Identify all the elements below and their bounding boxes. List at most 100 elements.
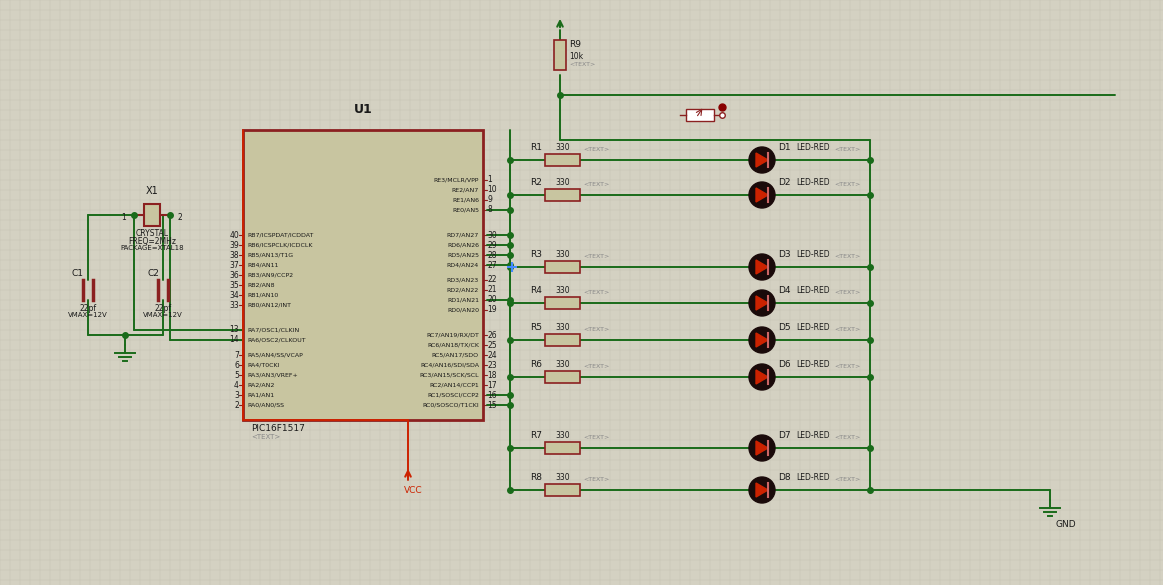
Text: RB1/AN10: RB1/AN10 bbox=[247, 292, 278, 298]
Text: R9: R9 bbox=[569, 40, 582, 49]
Text: LED-RED: LED-RED bbox=[795, 473, 829, 482]
Text: D8: D8 bbox=[778, 473, 791, 482]
Bar bbox=[545, 484, 580, 496]
Text: D1: D1 bbox=[778, 143, 791, 152]
Text: <TEXT>: <TEXT> bbox=[583, 477, 609, 482]
Text: <TEXT>: <TEXT> bbox=[583, 364, 609, 369]
Text: RC0/SOSCO/T1CKI: RC0/SOSCO/T1CKI bbox=[422, 402, 479, 408]
Text: RA4/T0CKI: RA4/T0CKI bbox=[247, 363, 279, 367]
Text: VMAX=12V: VMAX=12V bbox=[69, 312, 108, 318]
Text: R2: R2 bbox=[530, 178, 542, 187]
Bar bbox=[545, 297, 580, 309]
Text: R7: R7 bbox=[530, 431, 542, 440]
Text: 330: 330 bbox=[555, 143, 570, 152]
Text: <TEXT>: <TEXT> bbox=[583, 147, 609, 152]
Text: R3: R3 bbox=[530, 250, 542, 259]
Circle shape bbox=[749, 254, 775, 280]
Bar bbox=[545, 334, 580, 346]
Bar bbox=[545, 261, 580, 273]
Text: 22: 22 bbox=[487, 276, 497, 284]
Text: RC4/AN16/SDI/SDA: RC4/AN16/SDI/SDA bbox=[420, 363, 479, 367]
Text: 5: 5 bbox=[234, 370, 240, 380]
Text: <TEXT>: <TEXT> bbox=[834, 254, 861, 259]
Text: <TEXT>: <TEXT> bbox=[583, 290, 609, 295]
Text: 330: 330 bbox=[555, 250, 570, 259]
Polygon shape bbox=[756, 483, 768, 497]
Text: R4: R4 bbox=[530, 286, 542, 295]
Text: RD0/AN20: RD0/AN20 bbox=[447, 308, 479, 312]
Text: RB6/ICSPCLK/ICDCLK: RB6/ICSPCLK/ICDCLK bbox=[247, 243, 313, 247]
Text: RD6/AN26: RD6/AN26 bbox=[447, 243, 479, 247]
Text: PACKAGE=XTAL18: PACKAGE=XTAL18 bbox=[120, 245, 184, 251]
Polygon shape bbox=[756, 153, 768, 167]
Text: 18: 18 bbox=[487, 370, 497, 380]
Text: RB7/ICSPDAT/ICDDAT: RB7/ICSPDAT/ICDDAT bbox=[247, 232, 313, 238]
Text: <TEXT>: <TEXT> bbox=[834, 147, 861, 152]
Bar bbox=[243, 130, 483, 420]
Text: LED-RED: LED-RED bbox=[795, 250, 829, 259]
Text: 3: 3 bbox=[234, 391, 240, 400]
Text: 37: 37 bbox=[229, 260, 240, 270]
Text: 26: 26 bbox=[487, 331, 497, 339]
Text: C1: C1 bbox=[72, 269, 84, 278]
Text: 330: 330 bbox=[555, 360, 570, 369]
Circle shape bbox=[749, 327, 775, 353]
Text: VMAX=12V: VMAX=12V bbox=[143, 312, 183, 318]
Text: <TEXT>: <TEXT> bbox=[583, 182, 609, 187]
Bar bbox=[545, 154, 580, 166]
Text: LED-RED: LED-RED bbox=[795, 431, 829, 440]
Text: <TEXT>: <TEXT> bbox=[583, 327, 609, 332]
Text: 1: 1 bbox=[121, 214, 126, 222]
Circle shape bbox=[749, 364, 775, 390]
Text: RD1/AN21: RD1/AN21 bbox=[447, 298, 479, 302]
Text: X1: X1 bbox=[145, 186, 158, 196]
Text: LED-RED: LED-RED bbox=[795, 360, 829, 369]
Text: 21: 21 bbox=[487, 285, 497, 294]
Text: R6: R6 bbox=[530, 360, 542, 369]
Bar bbox=[144, 204, 160, 226]
Text: RB2/AN8: RB2/AN8 bbox=[247, 283, 274, 287]
Text: RE0/AN5: RE0/AN5 bbox=[452, 208, 479, 212]
Text: 34: 34 bbox=[229, 291, 240, 300]
Text: 8: 8 bbox=[487, 205, 492, 215]
Circle shape bbox=[749, 182, 775, 208]
Text: RC7/AN19/RX/DT: RC7/AN19/RX/DT bbox=[426, 332, 479, 338]
Circle shape bbox=[749, 435, 775, 461]
Text: 330: 330 bbox=[555, 431, 570, 440]
Text: RC6/AN18/TX/CK: RC6/AN18/TX/CK bbox=[427, 342, 479, 347]
Text: 40: 40 bbox=[229, 230, 240, 239]
Text: LED-RED: LED-RED bbox=[795, 286, 829, 295]
Polygon shape bbox=[756, 333, 768, 347]
Text: CRYSTAL: CRYSTAL bbox=[136, 229, 169, 238]
Text: 15: 15 bbox=[487, 401, 497, 409]
Text: RC3/AN15/SCK/SCL: RC3/AN15/SCK/SCL bbox=[420, 373, 479, 377]
Text: 14: 14 bbox=[229, 336, 240, 345]
Text: 22pf: 22pf bbox=[155, 304, 172, 313]
Text: LED-RED: LED-RED bbox=[795, 178, 829, 187]
Text: 19: 19 bbox=[487, 305, 497, 315]
Text: <TEXT>: <TEXT> bbox=[583, 254, 609, 259]
Bar bbox=[686, 109, 714, 121]
Text: <TEXT>: <TEXT> bbox=[569, 62, 595, 67]
Text: 7: 7 bbox=[234, 350, 240, 360]
Text: <TEXT>: <TEXT> bbox=[834, 477, 861, 482]
Text: <TEXT>: <TEXT> bbox=[834, 327, 861, 332]
Text: 10k: 10k bbox=[569, 52, 583, 61]
Text: FREQ=2MHz: FREQ=2MHz bbox=[128, 237, 176, 246]
Text: 2: 2 bbox=[178, 214, 183, 222]
Text: RE3/MCLR/VPP: RE3/MCLR/VPP bbox=[434, 177, 479, 183]
Text: RC2/AN14/CCP1: RC2/AN14/CCP1 bbox=[429, 383, 479, 387]
Text: RE2/AN7: RE2/AN7 bbox=[451, 188, 479, 192]
Text: D3: D3 bbox=[778, 250, 791, 259]
Text: 13: 13 bbox=[229, 325, 240, 335]
Text: VCC: VCC bbox=[404, 486, 422, 495]
Text: 330: 330 bbox=[555, 473, 570, 482]
Polygon shape bbox=[756, 188, 768, 202]
Text: <TEXT>: <TEXT> bbox=[583, 435, 609, 440]
Polygon shape bbox=[756, 296, 768, 310]
Text: U1: U1 bbox=[354, 103, 372, 116]
Text: RB4/AN11: RB4/AN11 bbox=[247, 263, 278, 267]
Text: 36: 36 bbox=[229, 270, 240, 280]
Text: 38: 38 bbox=[229, 250, 240, 260]
Text: 10: 10 bbox=[487, 185, 497, 194]
